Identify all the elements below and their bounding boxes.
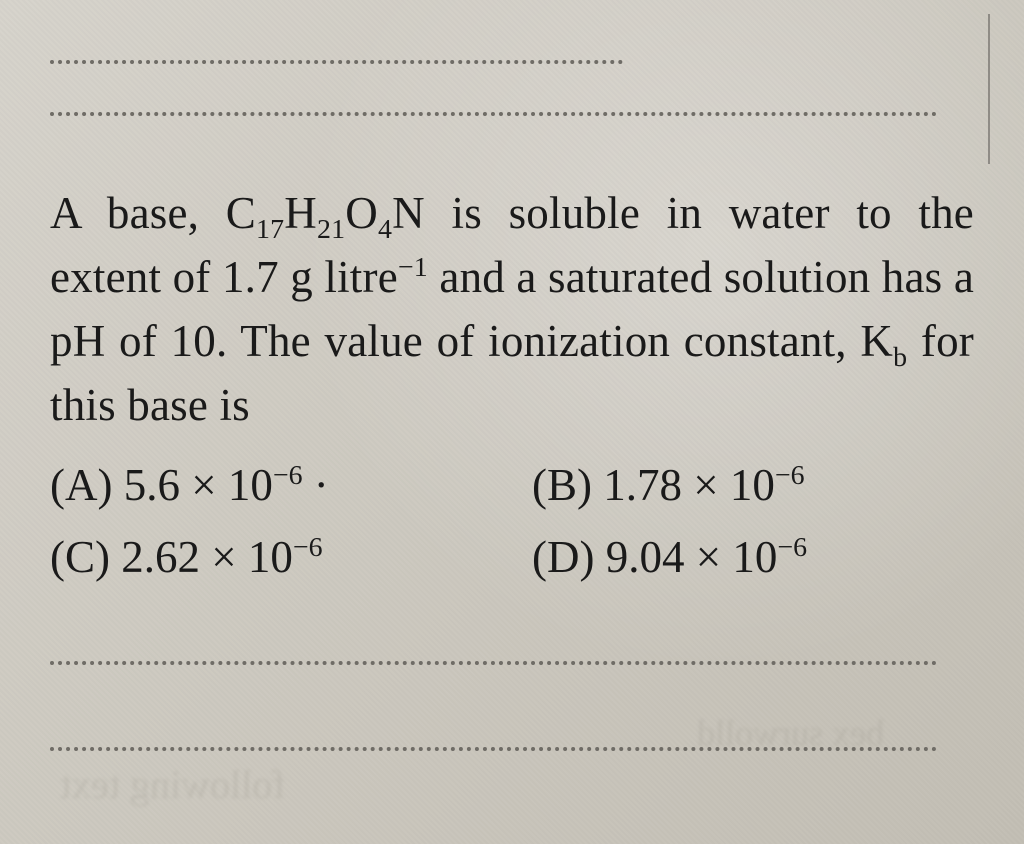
option-a-label: (A) bbox=[50, 460, 124, 510]
option-a-exp: −6 bbox=[273, 460, 303, 491]
option-b-coef: 1.78 bbox=[603, 460, 682, 510]
option-c-times: × 10 bbox=[200, 532, 293, 582]
option-b-label: (B) bbox=[532, 460, 603, 510]
option-d-label: (D) bbox=[532, 532, 606, 582]
footer-dotted-lines bbox=[50, 647, 974, 747]
option-a: (A) 5.6 × 10−6 · bbox=[50, 456, 492, 515]
dotted-blank-line-top-1 bbox=[50, 46, 623, 60]
option-d-coef: 9.04 bbox=[606, 532, 685, 582]
dotted-blank-line-bottom-2 bbox=[50, 733, 937, 747]
question-mid3: . The value of ionization constant, K bbox=[216, 316, 893, 366]
option-c-coef: 2.62 bbox=[121, 532, 200, 582]
formula-O-sub: 4 bbox=[378, 214, 392, 245]
dotted-blank-line-bottom-1 bbox=[50, 647, 937, 661]
kb-sub: b bbox=[893, 342, 907, 373]
formula-H-sub: 21 bbox=[317, 214, 345, 245]
page-right-rule bbox=[988, 14, 990, 164]
question-lead: A base, bbox=[50, 188, 226, 238]
spacer bbox=[50, 667, 974, 727]
page-content: A base, C17H21O4N is soluble in water to… bbox=[50, 46, 974, 747]
formula-C: C bbox=[226, 188, 256, 238]
option-b-times: × 10 bbox=[682, 460, 775, 510]
formula-O: O bbox=[345, 188, 378, 238]
option-b: (B) 1.78 × 10−6 bbox=[532, 456, 974, 515]
option-b-exp: −6 bbox=[775, 460, 805, 491]
formula-H: H bbox=[284, 188, 317, 238]
formula-N: N bbox=[392, 188, 425, 238]
solubility-unit-exp: −1 bbox=[398, 252, 428, 283]
spacer bbox=[50, 66, 974, 92]
solubility-unit-prefix: g litre bbox=[279, 252, 398, 302]
answer-options: (A) 5.6 × 10−6 · (B) 1.78 × 10−6 (C) 2.6… bbox=[50, 456, 974, 587]
option-a-coef: 5.6 bbox=[124, 460, 180, 510]
option-d: (D) 9.04 × 10−6 bbox=[532, 528, 974, 587]
ph-value: 10 bbox=[171, 316, 216, 366]
option-c: (C) 2.62 × 10−6 bbox=[50, 528, 492, 587]
option-c-exp: −6 bbox=[293, 532, 323, 563]
question-text: A base, C17H21O4N is soluble in water to… bbox=[50, 182, 974, 438]
formula-C-sub: 17 bbox=[256, 214, 284, 245]
bleedthrough-text: following text bbox=[60, 761, 286, 808]
option-d-times: × 10 bbox=[684, 532, 777, 582]
option-a-times: × 10 bbox=[180, 460, 273, 510]
scanned-page: A base, C17H21O4N is soluble in water to… bbox=[0, 0, 1024, 844]
option-c-label: (C) bbox=[50, 532, 121, 582]
solubility-value: 1.7 bbox=[222, 252, 279, 302]
dotted-blank-line-top-2 bbox=[50, 98, 937, 112]
option-d-exp: −6 bbox=[777, 532, 807, 563]
option-a-trail: · bbox=[303, 460, 329, 510]
